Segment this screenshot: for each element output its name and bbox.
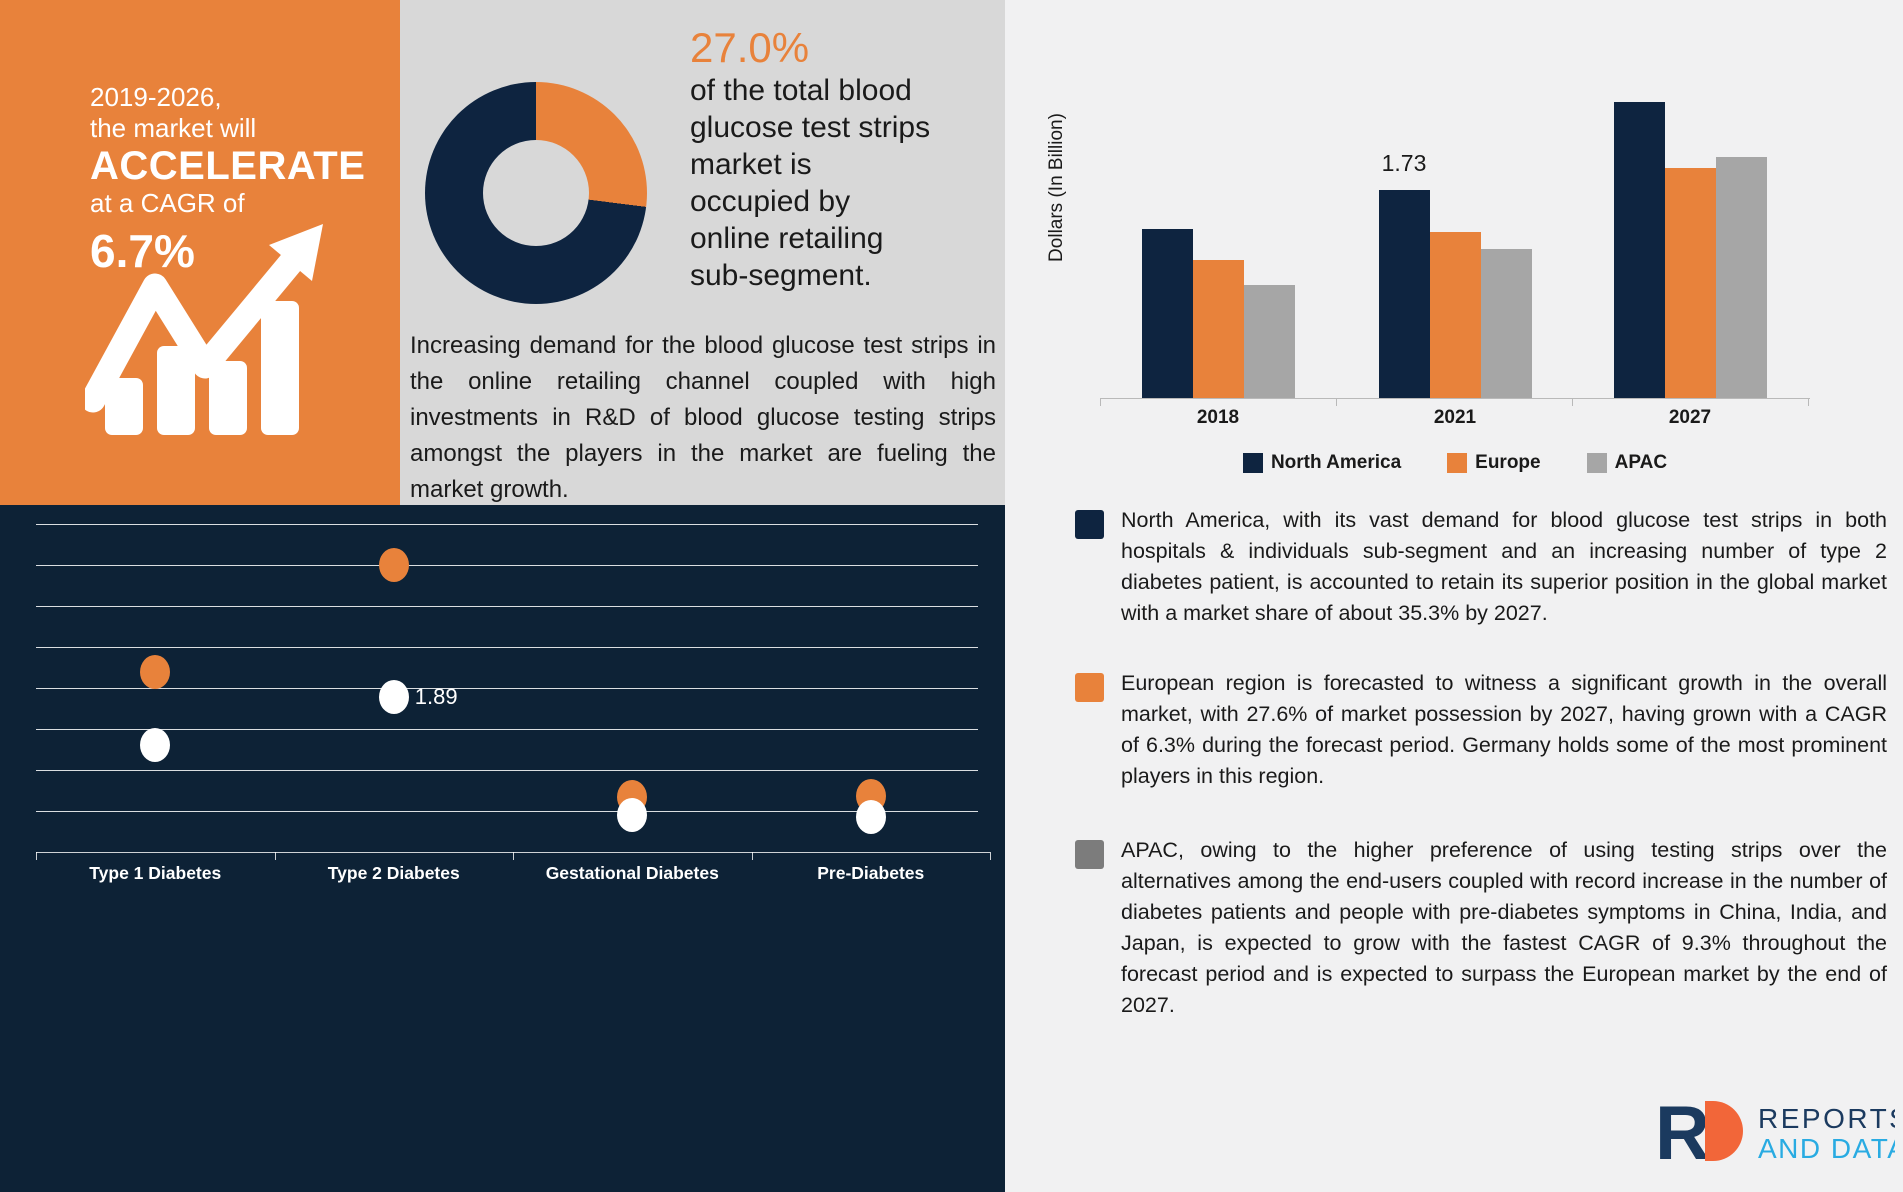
legend-label-apac: APAC [1614, 452, 1668, 473]
dot-plot-gridline [36, 524, 978, 525]
bar-north-america-2021 [1378, 190, 1430, 398]
dot-2017-type-1-diabetes [140, 728, 171, 763]
dot-plot-axis-tick [36, 852, 37, 860]
bar-axis-tick [1336, 398, 1337, 406]
accelerate-word: ACCELERATE [90, 144, 366, 189]
logo-text-and-data: AND DATA [1758, 1133, 1895, 1164]
legend-swatch-apac [1586, 453, 1607, 473]
regional-bar-chart: 2018 2021 2027 1.73 [1090, 85, 1820, 445]
dot-2027-type-2-diabetes [378, 548, 409, 582]
bar-axis-tick [1572, 398, 1573, 406]
cagr-of-text: at a CAGR of [90, 188, 245, 219]
bar-data-label: 1.73 [1381, 149, 1427, 176]
donut-body-text: Increasing demand for the blood glucose … [410, 332, 996, 503]
donut-headline: of the total blood glucose test strips m… [690, 74, 931, 292]
dot-2017-type-2-diabetes [378, 680, 409, 715]
period-text: 2019-2026, [90, 82, 222, 112]
legend-item-apac: APAC [1586, 452, 1668, 474]
bar-north-america-2018 [1141, 229, 1193, 398]
dot-plot-axis-tick [274, 852, 276, 860]
logo-mark-d [1705, 1101, 1743, 1161]
note-north-america: North America, with its vast demand for … [1075, 505, 1887, 629]
bar-axis-tick [1808, 398, 1809, 406]
reports-and-data-logo: R REPORTS AND DATA [1655, 1095, 1895, 1170]
donut-chart [425, 82, 647, 304]
cagr-value: 6.7% [90, 224, 195, 277]
dot-plot-category-label: Pre-Diabetes [817, 863, 925, 883]
logo-mark-r: R [1655, 1095, 1710, 1170]
bar-chart-x-axis [1100, 398, 1810, 399]
dot-plot-gridline [36, 647, 978, 648]
dot-plot-gridline [36, 565, 978, 566]
bar-x-label-2021: 2021 [1433, 407, 1477, 428]
dot-plot-gridline [36, 606, 978, 607]
dot-plot-category-label: Gestational Diabetes [545, 863, 719, 883]
donut-percent-label: 27.0% [690, 24, 810, 71]
dot-plot-axis-tick [990, 852, 991, 860]
dot-plot-gridline [36, 770, 978, 771]
bar-apac-2027 [1715, 157, 1767, 398]
bar-apac-2018 [1243, 285, 1295, 398]
dot-2027-type-1-diabetes [140, 654, 171, 689]
application-segment-section: Type 1 Diabetes Type 2 Diabetes Gestationa… [0, 505, 1005, 1192]
legend-item-europe: Europe [1447, 452, 1541, 474]
note-apac: APAC, owing to the higher preference of … [1075, 835, 1887, 1021]
accelerate-panel: 2019-2026, the market will ACCELERATE at… [0, 0, 400, 505]
dot-plot-chart: Type 1 Diabetes Type 2 Diabetes Gestationa… [0, 505, 1005, 900]
dot-plot-category-label: Type 2 Diabetes [327, 863, 460, 883]
logo-text-reports: REPORTS [1758, 1103, 1895, 1134]
bar-x-label-2018: 2018 [1196, 407, 1240, 428]
bar-chart-legend: North America Europe APAC [1090, 452, 1820, 474]
note-text-apac: APAC, owing to the higher preference of … [1121, 838, 1887, 1017]
bar-apac-2021 [1480, 249, 1532, 398]
growth-chart-icon [85, 224, 323, 435]
dot-2017-gestational-diabetes [617, 798, 648, 833]
bar-axis-tick [1100, 398, 1101, 406]
legend-label-europe: Europe [1475, 452, 1541, 473]
dot-plot-data-label: 1.89 [414, 684, 458, 710]
note-europe: European region is forecasted to witness… [1075, 668, 1887, 792]
note-swatch-north-america [1075, 510, 1104, 539]
dot-2017-pre-diabetes [855, 799, 886, 834]
bar-chart-y-axis-label: Dollars (In Billion) [1046, 113, 1067, 262]
legend-swatch-europe [1447, 453, 1468, 473]
legend-item-north-america: North America [1242, 452, 1402, 474]
dot-plot-gridline [36, 811, 978, 812]
dot-plot-category-label: Type 1 Diabetes [89, 863, 222, 883]
market-will-text: the market will [90, 113, 257, 144]
accelerate-text-block: 2019-2026, the market will ACCELERATE at… [90, 82, 365, 279]
legend-swatch-north-america [1242, 453, 1263, 473]
note-swatch-apac [1075, 840, 1104, 869]
note-text-north-america: North America, with its vast demand for … [1121, 508, 1887, 625]
bar-europe-2027 [1664, 168, 1716, 398]
dot-plot-axis-tick [513, 852, 514, 860]
dot-plot-gridline [36, 729, 978, 730]
bar-europe-2021 [1429, 232, 1481, 398]
note-swatch-europe [1075, 673, 1104, 702]
dot-plot-axis-tick [751, 852, 753, 860]
bar-europe-2018 [1192, 260, 1244, 398]
dot-plot-gridline [36, 688, 978, 689]
note-text-europe: European region is forecasted to witness… [1121, 671, 1887, 788]
bar-north-america-2027 [1613, 102, 1665, 398]
donut-hole [483, 140, 589, 246]
legend-label-north-america: North America [1270, 452, 1402, 473]
bar-x-label-2027: 2027 [1668, 407, 1712, 428]
